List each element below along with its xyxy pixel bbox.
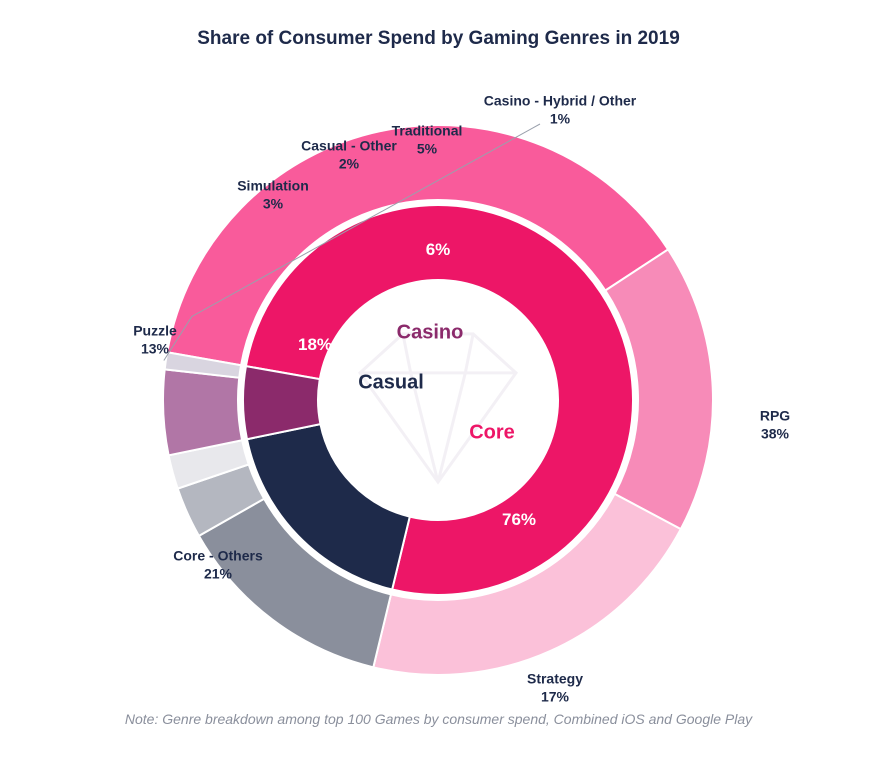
outer-label-casino_hybrid: Casino - Hybrid / Other 1% <box>484 93 636 128</box>
outer-label-strategy: Strategy 17% <box>527 671 583 706</box>
outer-label-core_others: Core - Others 21% <box>173 548 262 583</box>
center-label-casual: Casual <box>358 372 424 395</box>
inner-pct-core: 76% <box>502 510 536 530</box>
outer-slice-traditional <box>163 369 242 455</box>
outer-label-simulation: Simulation 3% <box>237 178 309 213</box>
center-label-casino: Casino <box>397 322 464 345</box>
outer-label-casual_other: Casual - Other 2% <box>301 138 397 173</box>
inner-pct-casino: 6% <box>426 240 451 260</box>
inner-pct-casual: 18% <box>298 335 332 355</box>
outer-label-rpg: RPG 38% <box>760 408 790 443</box>
chart-area: Core 76% Casual 18% Casino 6% RPG 38% Strategy … <box>0 50 877 710</box>
outer-label-puzzle: Puzzle 13% <box>133 323 177 358</box>
chart-title: Share of Consumer Spend by Gaming Genres… <box>0 0 877 50</box>
chart-footnote: Note: Genre breakdown among top 100 Game… <box>0 710 877 730</box>
center-label-core: Core <box>469 422 515 445</box>
diamond-watermark-icon <box>360 334 516 482</box>
outer-label-traditional: Traditional 5% <box>392 123 463 158</box>
